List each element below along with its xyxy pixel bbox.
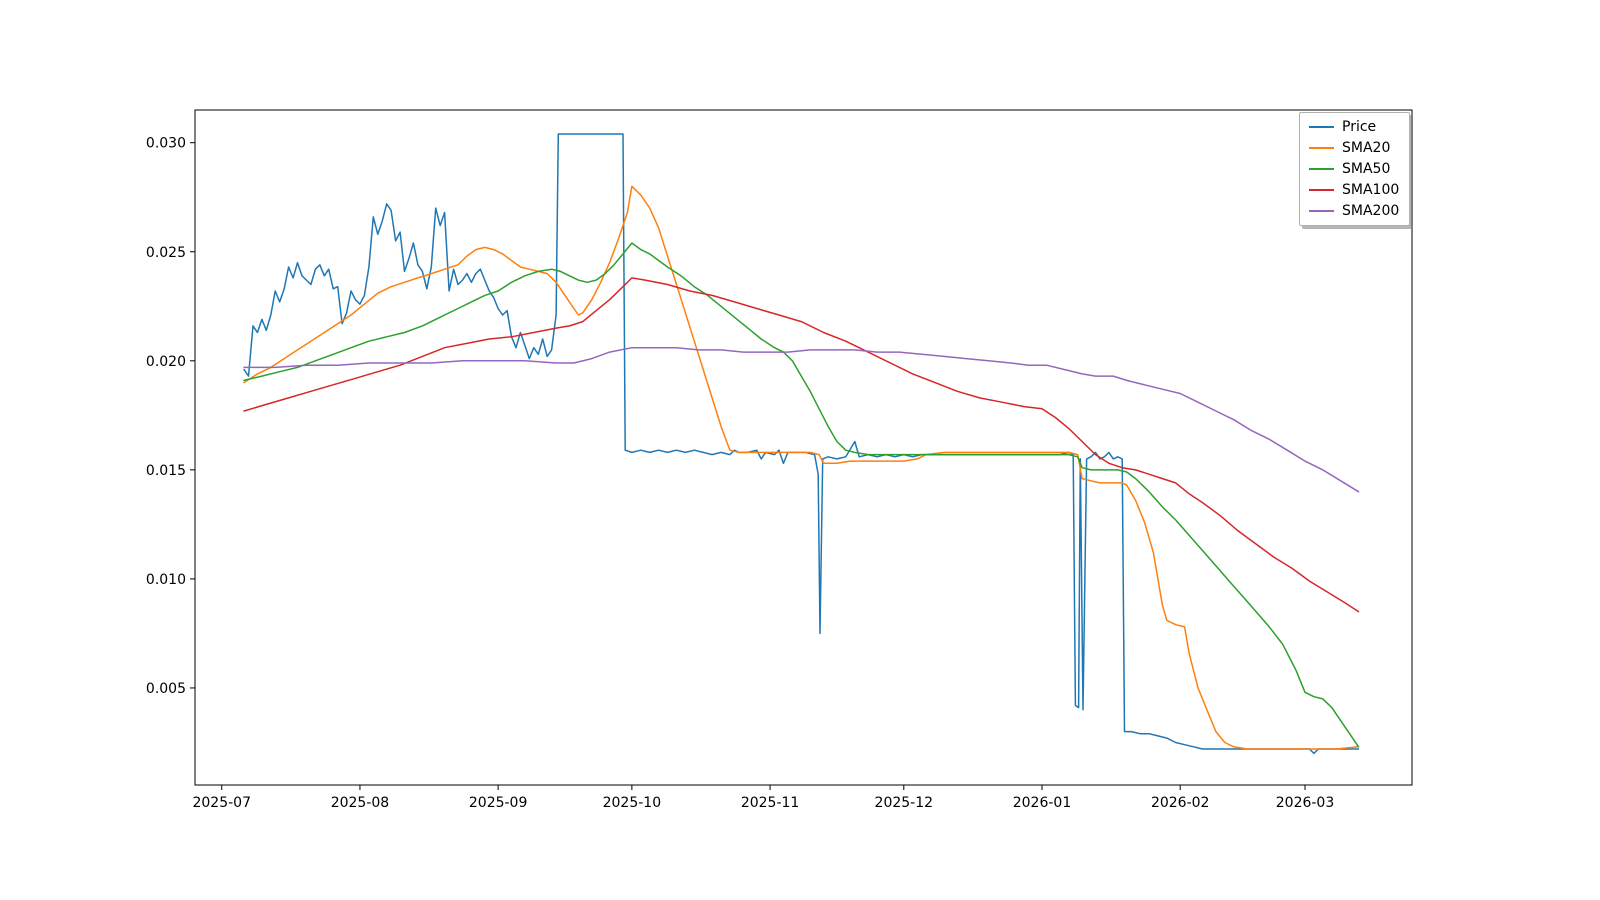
x-tick-label: 2025-09 <box>469 795 528 811</box>
x-tick-label: 2025-12 <box>875 795 934 811</box>
legend-item-sma200: SMA200 <box>1309 203 1399 219</box>
x-tick-label: 2025-10 <box>603 795 662 811</box>
y-tick-label: 0.025 <box>146 245 186 261</box>
legend-item-sma20: SMA20 <box>1309 140 1399 156</box>
sma50-line <box>243 242 1360 748</box>
legend-line-swatch-sma20 <box>1309 147 1334 149</box>
x-tick-label: 2025-11 <box>741 795 800 811</box>
sma20-line <box>243 185 1360 750</box>
legend-label-sma100: SMA100 <box>1342 182 1400 198</box>
plot-border <box>194 109 1413 786</box>
legend-item-sma100: SMA100 <box>1309 182 1399 198</box>
legend-line-swatch-sma50 <box>1309 168 1334 170</box>
x-tick-label: 2026-03 <box>1276 795 1335 811</box>
y-tick-label: 0.030 <box>146 136 186 152</box>
y-tick-label: 0.010 <box>146 572 186 588</box>
legend-label-sma20: SMA20 <box>1342 140 1391 156</box>
x-tick-label: 2025-08 <box>331 795 390 811</box>
legend-label-sma200: SMA200 <box>1342 203 1400 219</box>
y-tick-label: 0.015 <box>146 463 186 479</box>
legend-item-sma50: SMA50 <box>1309 161 1399 177</box>
y-tick-label: 0.020 <box>146 354 186 370</box>
legend-item-price: Price <box>1309 119 1399 135</box>
chart-legend: Price SMA20 SMA50 SMA100 SMA200 <box>1299 112 1411 226</box>
legend-line-swatch-sma100 <box>1309 189 1334 191</box>
legend-line-swatch-price <box>1309 126 1334 128</box>
legend-label-sma50: SMA50 <box>1342 161 1391 177</box>
x-tick-label: 2026-01 <box>1013 795 1072 811</box>
sma100-line <box>243 277 1360 613</box>
x-tick-label: 2026-02 <box>1151 795 1210 811</box>
x-tick-label: 2025-07 <box>192 795 251 811</box>
legend-line-swatch-sma200 <box>1309 210 1334 212</box>
sma200-line <box>243 346 1360 493</box>
y-tick-label: 0.005 <box>146 681 186 697</box>
legend-label-price: Price <box>1342 119 1377 135</box>
